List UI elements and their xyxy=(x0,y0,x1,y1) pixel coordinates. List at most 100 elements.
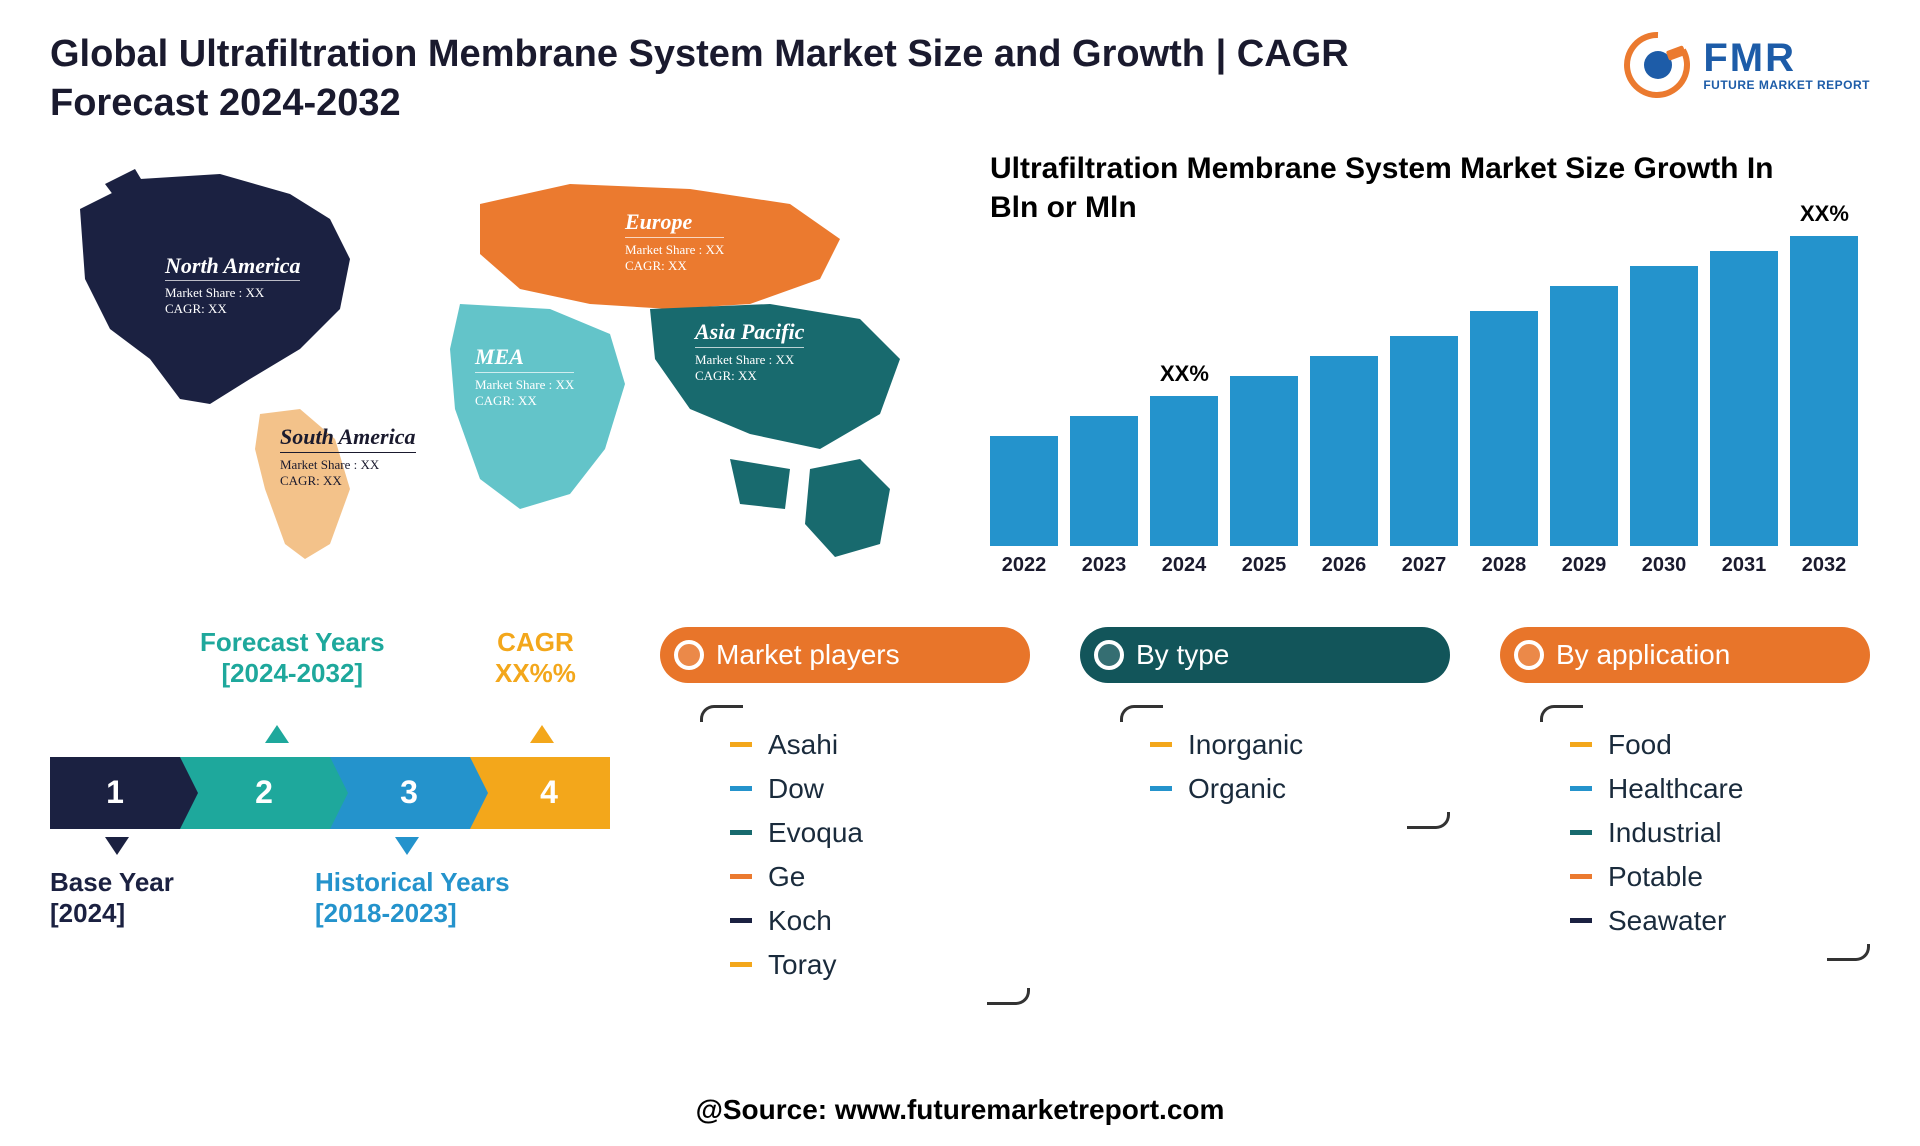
marker-icon xyxy=(1570,742,1592,747)
marker-icon xyxy=(1150,742,1172,747)
list-item: Industrial xyxy=(1570,811,1850,855)
na-share: Market Share : XX xyxy=(165,285,300,301)
base-label: Base Year xyxy=(50,867,174,897)
list-item-label: Inorganic xyxy=(1188,729,1303,761)
bar-2022 xyxy=(990,436,1058,546)
list-application: FoodHealthcareIndustrialPotableSeawater xyxy=(1540,713,1870,953)
timeline-block: Forecast Years [2024-2032] CAGR XX%% 1 2… xyxy=(50,627,610,947)
top-section: North America Market Share : XX CAGR: XX… xyxy=(50,149,1870,577)
bar-col-2028: 2028 xyxy=(1470,311,1538,577)
ap-name: Asia Pacific xyxy=(695,319,804,348)
bar-2024 xyxy=(1150,396,1218,546)
marker-icon xyxy=(730,786,752,791)
bar-col-2032: 2032 xyxy=(1790,236,1858,577)
eu-cagr: CAGR: XX xyxy=(625,258,724,274)
tl-seg-2: 2 xyxy=(180,757,330,829)
arrow-up-forecast xyxy=(265,725,289,743)
bar-col-2023: 2023 xyxy=(1070,416,1138,577)
bar-2029 xyxy=(1550,286,1618,546)
marker-icon xyxy=(730,830,752,835)
list-item: Healthcare xyxy=(1570,767,1850,811)
bar-2028 xyxy=(1470,311,1538,546)
hist-label: Historical Years xyxy=(315,867,510,897)
marker-icon xyxy=(730,962,752,967)
ap-share: Market Share : XX xyxy=(695,352,804,368)
bar-label-2026: 2026 xyxy=(1322,554,1367,577)
na-cagr: CAGR: XX xyxy=(165,301,300,317)
marker-icon xyxy=(1570,918,1592,923)
bar-label-2024: 2024 xyxy=(1162,554,1207,577)
col-type: By type InorganicOrganic xyxy=(1080,627,1450,821)
bar-2030 xyxy=(1630,266,1698,546)
bar-label-2028: 2028 xyxy=(1482,554,1527,577)
list-item-label: Dow xyxy=(768,773,824,805)
annot-2032: XX% xyxy=(1800,201,1849,227)
arrow-down-hist xyxy=(395,837,419,855)
list-type: Inorganic Organic xyxy=(1120,713,1450,821)
bar-2027 xyxy=(1390,336,1458,546)
list-item-label: Koch xyxy=(768,905,832,937)
ap-cagr: CAGR: XX xyxy=(695,368,804,384)
list-item-label: Industrial xyxy=(1608,817,1722,849)
col-application: By application FoodHealthcareIndustrialP… xyxy=(1500,627,1870,953)
region-label-eu: Europe Market Share : XX CAGR: XX xyxy=(625,209,724,274)
mea-cagr: CAGR: XX xyxy=(475,393,574,409)
list-item-label: Evoqua xyxy=(768,817,863,849)
pill-application: By application xyxy=(1500,627,1870,683)
bar-label-2031: 2031 xyxy=(1722,554,1767,577)
marker-icon xyxy=(730,918,752,923)
bar-col-2030: 2030 xyxy=(1630,266,1698,577)
region-label-na: North America Market Share : XX CAGR: XX xyxy=(165,254,300,317)
marker-icon xyxy=(1570,786,1592,791)
tl-seg-1: 1 xyxy=(50,757,180,829)
list-item: Toray xyxy=(730,943,1010,987)
bar-col-2022: 2022 xyxy=(990,436,1058,577)
list-item: Koch xyxy=(730,899,1010,943)
hist-range: [2018-2023] xyxy=(315,898,457,928)
chart-title: Ultrafiltration Membrane System Market S… xyxy=(990,149,1870,227)
list-item: Evoqua xyxy=(730,811,1010,855)
list-item-label: Healthcare xyxy=(1608,773,1743,805)
region-label-mea: MEA Market Share : XX CAGR: XX xyxy=(475,344,574,409)
logo-text-sub: FUTURE MARKET REPORT xyxy=(1703,78,1870,92)
sa-name: South America xyxy=(280,424,416,453)
world-map: North America Market Share : XX CAGR: XX… xyxy=(50,149,950,569)
marker-icon xyxy=(1150,786,1172,791)
page-title: Global Ultrafiltration Membrane System M… xyxy=(50,30,1450,129)
list-item-label: Organic xyxy=(1188,773,1286,805)
bar-chart-area: Ultrafiltration Membrane System Market S… xyxy=(990,149,1870,577)
list-item-label: Ge xyxy=(768,861,805,893)
bar-2032 xyxy=(1790,236,1858,546)
bar-2026 xyxy=(1310,356,1378,546)
region-label-sa: South America Market Share : XX CAGR: XX xyxy=(280,424,416,489)
mea-name: MEA xyxy=(475,344,574,373)
header-row: Global Ultrafiltration Membrane System M… xyxy=(50,30,1870,129)
arrow-up-cagr xyxy=(530,725,554,743)
list-item-label: Seawater xyxy=(1608,905,1726,937)
bar-2023 xyxy=(1070,416,1138,546)
arrow-down-base xyxy=(105,837,129,855)
bar-label-2030: 2030 xyxy=(1642,554,1687,577)
list-item: Ge xyxy=(730,855,1010,899)
marker-icon xyxy=(730,742,752,747)
sa-cagr: CAGR: XX xyxy=(280,473,416,489)
fmr-logo-icon xyxy=(1623,30,1693,100)
bottom-section: Forecast Years [2024-2032] CAGR XX%% 1 2… xyxy=(50,627,1870,997)
bar-col-2026: 2026 xyxy=(1310,356,1378,577)
marker-icon xyxy=(1570,874,1592,879)
bar-label-2032: 2032 xyxy=(1802,554,1847,577)
bar-col-2025: 2025 xyxy=(1230,376,1298,577)
bar-col-2031: 2031 xyxy=(1710,251,1778,577)
marker-icon xyxy=(1570,830,1592,835)
forecast-label: Forecast Years xyxy=(200,627,385,657)
na-name: North America xyxy=(165,254,300,278)
list-item-label: Toray xyxy=(768,949,836,981)
list-item: Dow xyxy=(730,767,1010,811)
bar-col-2024: 2024 xyxy=(1150,396,1218,577)
list-item: Seawater xyxy=(1570,899,1850,943)
list-item: Organic xyxy=(1150,767,1430,811)
bar-col-2027: 2027 xyxy=(1390,336,1458,577)
bar-label-2022: 2022 xyxy=(1002,554,1047,577)
forecast-range: [2024-2032] xyxy=(221,658,363,688)
marker-icon xyxy=(730,874,752,879)
